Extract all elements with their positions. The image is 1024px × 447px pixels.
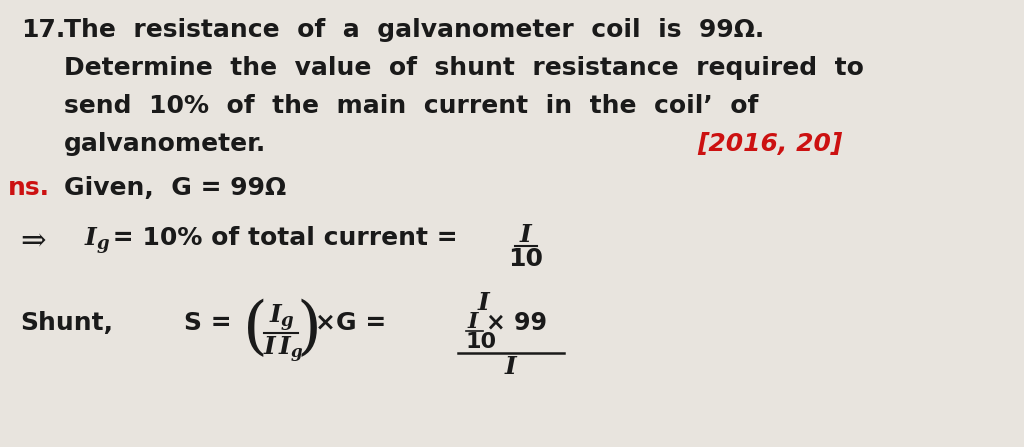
Text: I: I xyxy=(269,303,282,327)
Text: ⇒: ⇒ xyxy=(20,226,46,257)
Text: I: I xyxy=(264,335,275,359)
Text: I: I xyxy=(85,226,96,250)
Text: I: I xyxy=(477,291,489,315)
Text: 17.: 17. xyxy=(20,18,65,42)
Text: g: g xyxy=(96,235,109,253)
Text: g: g xyxy=(281,312,294,330)
Text: S =: S = xyxy=(183,311,241,335)
Text: = 10% of total current =: = 10% of total current = xyxy=(103,226,466,250)
Text: send  10%  of  the  main  current  in  the  coil’  of: send 10% of the main current in the coil… xyxy=(65,94,759,118)
Text: Given,  G = 99Ω: Given, G = 99Ω xyxy=(65,176,287,200)
Text: 10: 10 xyxy=(508,247,544,271)
Text: Determine  the  value  of  shunt  resistance  required  to: Determine the value of shunt resistance … xyxy=(65,56,864,80)
Text: 10: 10 xyxy=(466,332,497,352)
Text: [2016, 20]: [2016, 20] xyxy=(697,132,843,156)
Text: Shunt,: Shunt, xyxy=(20,311,114,335)
Text: ns.: ns. xyxy=(7,176,49,200)
Text: I: I xyxy=(505,355,517,379)
Text: I: I xyxy=(520,223,531,247)
Text: g: g xyxy=(290,344,302,361)
Text: (: ( xyxy=(243,299,268,360)
Text: ): ) xyxy=(297,299,322,360)
Text: I: I xyxy=(279,335,291,359)
Text: galvanometer.: galvanometer. xyxy=(65,132,266,156)
Text: × 99: × 99 xyxy=(486,311,547,335)
Text: ×G =: ×G = xyxy=(314,311,386,335)
Text: I: I xyxy=(467,311,478,333)
Text: The  resistance  of  a  galvanometer  coil  is  99Ω.: The resistance of a galvanometer coil is… xyxy=(65,18,764,42)
